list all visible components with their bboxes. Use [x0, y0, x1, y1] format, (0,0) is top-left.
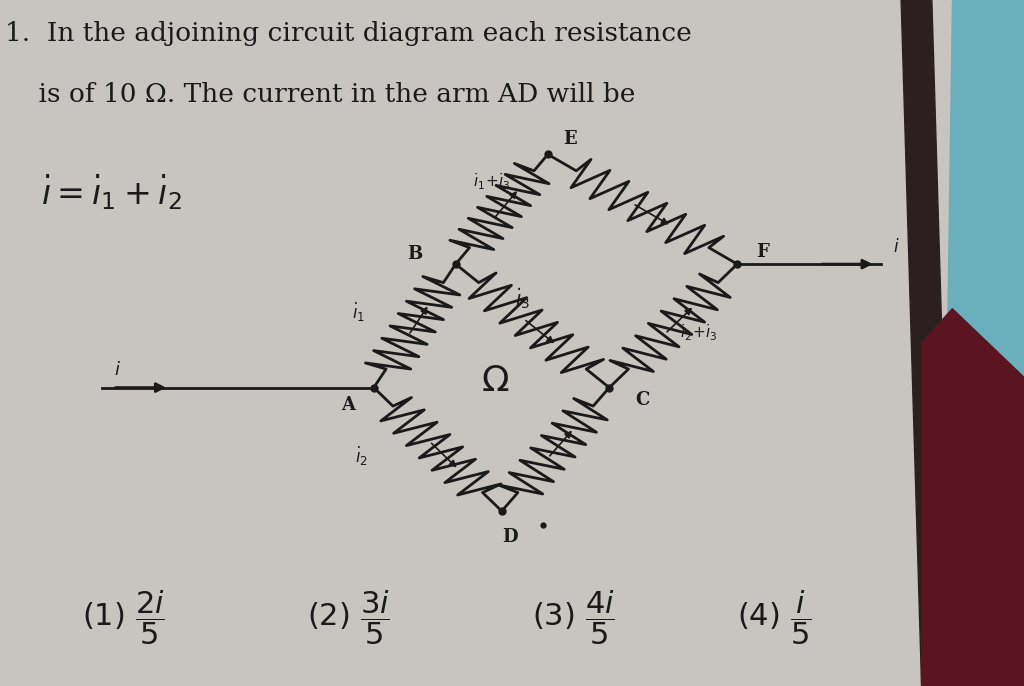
Text: $(1)\ \dfrac{2i}{5}$: $(1)\ \dfrac{2i}{5}$	[82, 588, 165, 647]
Text: E: E	[563, 130, 578, 148]
Text: $\dot{\imath}_2\!+\!\dot{\imath}_3$: $\dot{\imath}_2\!+\!\dot{\imath}_3$	[680, 322, 718, 343]
Text: $\dot{\imath}_1\!+\!\dot{\imath}_3$: $\dot{\imath}_1\!+\!\dot{\imath}_3$	[473, 172, 510, 192]
Text: $\dot{\imath}_3$: $\dot{\imath}_3$	[515, 286, 529, 311]
Text: $\dot{\imath}_2$: $\dot{\imath}_2$	[355, 445, 368, 468]
Text: $(3)\ \dfrac{4i}{5}$: $(3)\ \dfrac{4i}{5}$	[532, 588, 615, 647]
Polygon shape	[942, 0, 1024, 686]
Polygon shape	[922, 309, 1024, 686]
Text: $i$: $i$	[893, 238, 899, 256]
Text: F: F	[757, 243, 769, 261]
Text: $\dot{\imath}_1$: $\dot{\imath}_1$	[352, 300, 365, 324]
Text: A: A	[341, 396, 355, 414]
Text: $i$: $i$	[115, 362, 121, 379]
Text: $\Omega$: $\Omega$	[481, 364, 510, 398]
Text: $\dot{\imath}=\dot{\imath}_1+\dot{\imath}_2$: $\dot{\imath}=\dot{\imath}_1+\dot{\imath…	[41, 172, 182, 212]
Text: $(2)\ \dfrac{3i}{5}$: $(2)\ \dfrac{3i}{5}$	[307, 588, 390, 647]
Text: B: B	[408, 245, 422, 263]
Text: D: D	[502, 528, 518, 546]
Text: C: C	[635, 391, 649, 409]
Polygon shape	[901, 0, 952, 686]
Text: 1.  In the adjoining circuit diagram each resistance: 1. In the adjoining circuit diagram each…	[5, 21, 692, 45]
Text: $(4)\ \dfrac{i}{5}$: $(4)\ \dfrac{i}{5}$	[737, 588, 812, 647]
Text: is of 10 Ω. The current in the arm AD will be: is of 10 Ω. The current in the arm AD wi…	[5, 82, 636, 107]
